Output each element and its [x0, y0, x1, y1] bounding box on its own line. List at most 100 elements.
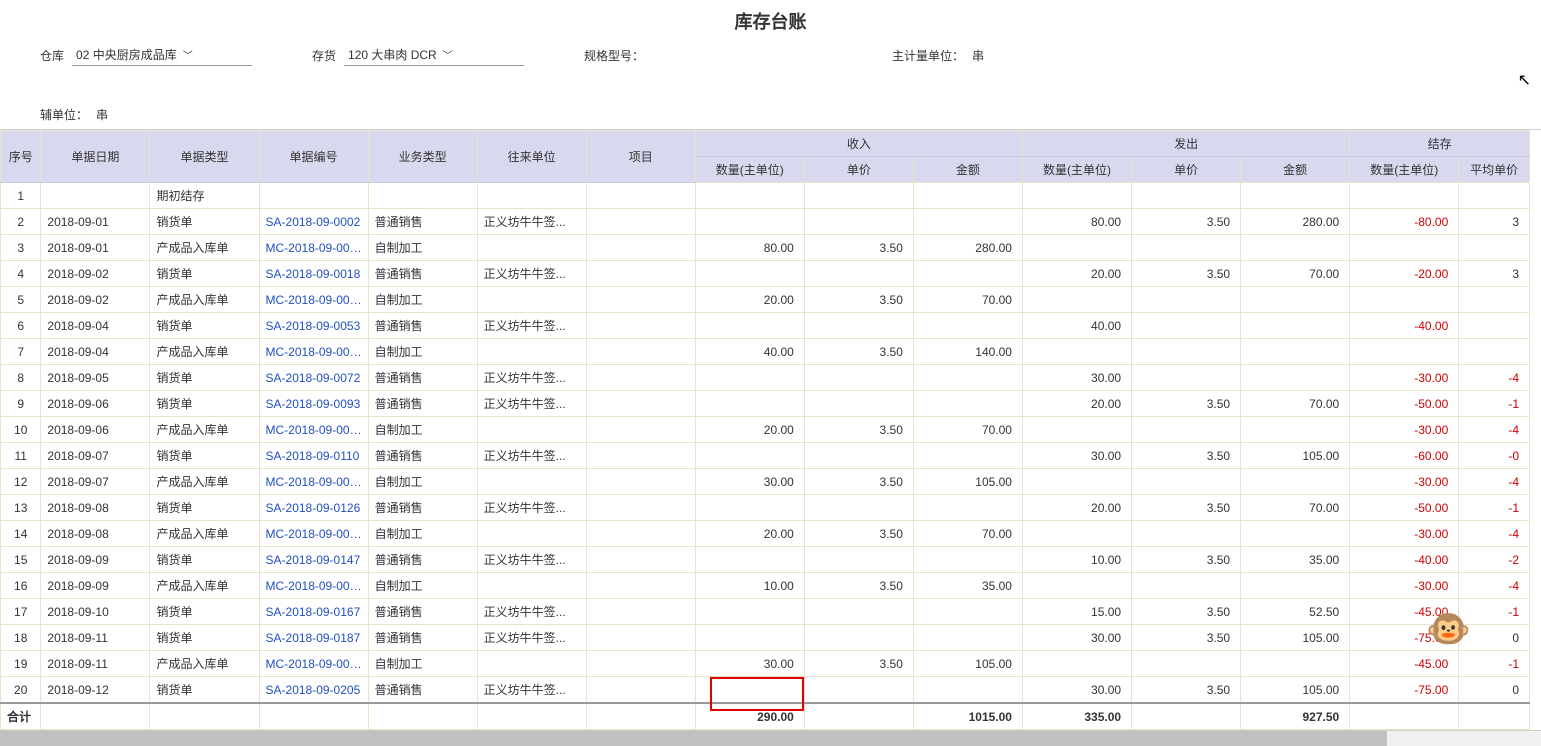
cell-seq: 4	[1, 261, 41, 287]
cell-bal-qty	[1350, 235, 1459, 261]
col-balance-qty[interactable]: 数量(主单位)	[1350, 157, 1459, 183]
stock-select[interactable]: 120 大串肉 DCR﹀	[344, 44, 524, 66]
table-row[interactable]: 62018-09-04销货单SA-2018-09-0053普通销售正义坊牛牛签.…	[1, 313, 1530, 339]
cell-date: 2018-09-11	[41, 651, 150, 677]
cell-project	[586, 261, 695, 287]
col-outgo[interactable]: 发出	[1022, 131, 1349, 157]
cell-docno[interactable]: SA-2018-09-0110	[259, 443, 368, 469]
col-outgo-qty[interactable]: 数量(主单位)	[1022, 157, 1131, 183]
table-row[interactable]: 132018-09-08销货单SA-2018-09-0126普通销售正义坊牛牛签…	[1, 495, 1530, 521]
cell-doctype: 销货单	[150, 391, 259, 417]
col-income-amt[interactable]: 金额	[913, 157, 1022, 183]
col-income-qty[interactable]: 数量(主单位)	[695, 157, 804, 183]
cell-date: 2018-09-02	[41, 261, 150, 287]
cell-docno[interactable]: SA-2018-09-0093	[259, 391, 368, 417]
cell-out-price	[1132, 287, 1241, 313]
cell-biztype: 普通销售	[368, 599, 477, 625]
total-row: 合计290.001015.00335.00927.50	[1, 703, 1530, 730]
col-income[interactable]: 收入	[695, 131, 1022, 157]
col-doctype[interactable]: 单据类型	[150, 131, 259, 183]
table-row[interactable]: 182018-09-11销货单SA-2018-09-0187普通销售正义坊牛牛签…	[1, 625, 1530, 651]
table-row[interactable]: 22018-09-01销货单SA-2018-09-0002普通销售正义坊牛牛签.…	[1, 209, 1530, 235]
col-balance-avg[interactable]: 平均单价	[1459, 157, 1530, 183]
cell-docno[interactable]: MC-2018-09-0003	[259, 235, 368, 261]
col-income-price[interactable]: 单价	[804, 157, 913, 183]
cell-bal-qty: -30.00	[1350, 469, 1459, 495]
aux-unit-value: 串	[96, 106, 108, 123]
table-row[interactable]: 32018-09-01产成品入库单MC-2018-09-0003自制加工80.0…	[1, 235, 1530, 261]
cell-partner: 正义坊牛牛签...	[477, 547, 586, 573]
filter-warehouse: 仓库 02 中央厨房成品库﹀	[40, 44, 252, 66]
table-row[interactable]: 122018-09-07产成品入库单MC-2018-09-0044自制加工30.…	[1, 469, 1530, 495]
cell-in-qty	[695, 261, 804, 287]
table-row[interactable]: 162018-09-09产成品入库单MC-2018-09-0061自制加工10.…	[1, 573, 1530, 599]
cell-in-amt: 70.00	[913, 287, 1022, 313]
filter-main-unit: 主计量单位： 串	[892, 44, 984, 66]
cell-docno[interactable]: SA-2018-09-0167	[259, 599, 368, 625]
table-row[interactable]: 82018-09-05销货单SA-2018-09-0072普通销售正义坊牛牛签.…	[1, 365, 1530, 391]
cell-out-price: 3.50	[1132, 261, 1241, 287]
cell-seq: 5	[1, 287, 41, 313]
table-row[interactable]: 202018-09-12销货单SA-2018-09-0205普通销售正义坊牛牛签…	[1, 677, 1530, 704]
col-balance[interactable]: 结存	[1350, 131, 1530, 157]
cell-biztype: 自制加工	[368, 651, 477, 677]
chevron-down-icon[interactable]: ﹀	[443, 51, 453, 62]
filter-aux-unit: 辅单位： 串	[40, 106, 108, 123]
cell-in-qty	[695, 209, 804, 235]
col-seq[interactable]: 序号	[1, 131, 41, 183]
cell-date: 2018-09-12	[41, 677, 150, 704]
table-row[interactable]: 72018-09-04产成品入库单MC-2018-09-0024自制加工40.0…	[1, 339, 1530, 365]
cell-docno[interactable]: SA-2018-09-0072	[259, 365, 368, 391]
warehouse-select[interactable]: 02 中央厨房成品库﹀	[72, 44, 252, 66]
cell-docno[interactable]: SA-2018-09-0187	[259, 625, 368, 651]
table-row[interactable]: 142018-09-08产成品入库单MC-2018-09-0052自制加工20.…	[1, 521, 1530, 547]
total-in-amt: 1015.00	[913, 703, 1022, 730]
cell-docno[interactable]: SA-2018-09-0002	[259, 209, 368, 235]
cell-docno[interactable]: MC-2018-09-0061	[259, 573, 368, 599]
cell-docno[interactable]: SA-2018-09-0053	[259, 313, 368, 339]
table-row[interactable]: 152018-09-09销货单SA-2018-09-0147普通销售正义坊牛牛签…	[1, 547, 1530, 573]
cell-docno[interactable]: MC-2018-09-0044	[259, 469, 368, 495]
col-outgo-amt[interactable]: 金额	[1241, 157, 1350, 183]
cell-out-amt: 105.00	[1241, 443, 1350, 469]
col-date[interactable]: 单据日期	[41, 131, 150, 183]
cell-seq: 3	[1, 235, 41, 261]
table-row[interactable]: 172018-09-10销货单SA-2018-09-0167普通销售正义坊牛牛签…	[1, 599, 1530, 625]
cell-docno[interactable]: MC-2018-09-0052	[259, 521, 368, 547]
table-row[interactable]: 92018-09-06销货单SA-2018-09-0093普通销售正义坊牛牛签.…	[1, 391, 1530, 417]
cell-docno[interactable]: SA-2018-09-0147	[259, 547, 368, 573]
cell-project	[586, 287, 695, 313]
cell-docno[interactable]: MC-2018-09-0077	[259, 651, 368, 677]
table-row[interactable]: 112018-09-07销货单SA-2018-09-0110普通销售正义坊牛牛签…	[1, 443, 1530, 469]
cell-docno[interactable]: MC-2018-09-0008	[259, 287, 368, 313]
cell-date: 2018-09-05	[41, 365, 150, 391]
cell-docno[interactable]: MC-2018-09-0039	[259, 417, 368, 443]
cell-project	[586, 339, 695, 365]
cell-docno[interactable]: SA-2018-09-0018	[259, 261, 368, 287]
scrollbar-thumb[interactable]	[0, 731, 1387, 746]
cell-out-amt	[1241, 469, 1350, 495]
table-row[interactable]: 102018-09-06产成品入库单MC-2018-09-0039自制加工20.…	[1, 417, 1530, 443]
main-unit-label: 主计量单位：	[892, 47, 964, 64]
cell-project	[586, 547, 695, 573]
col-outgo-price[interactable]: 单价	[1132, 157, 1241, 183]
chevron-down-icon[interactable]: ﹀	[183, 51, 193, 62]
cell-docno[interactable]: SA-2018-09-0126	[259, 495, 368, 521]
table-row[interactable]: 1期初结存	[1, 183, 1530, 209]
cell-doctype: 销货单	[150, 365, 259, 391]
col-partner[interactable]: 往来单位	[477, 131, 586, 183]
cell-docno[interactable]: MC-2018-09-0024	[259, 339, 368, 365]
table-row[interactable]: 42018-09-02销货单SA-2018-09-0018普通销售正义坊牛牛签.…	[1, 261, 1530, 287]
col-project[interactable]: 项目	[586, 131, 695, 183]
col-biztype[interactable]: 业务类型	[368, 131, 477, 183]
table-row[interactable]: 52018-09-02产成品入库单MC-2018-09-0008自制加工20.0…	[1, 287, 1530, 313]
cell-docno[interactable]: SA-2018-09-0205	[259, 677, 368, 704]
cell-in-price	[804, 313, 913, 339]
cell-in-price	[804, 443, 913, 469]
horizontal-scrollbar[interactable]	[0, 730, 1541, 746]
cell-out-qty: 30.00	[1022, 443, 1131, 469]
col-docno[interactable]: 单据编号	[259, 131, 368, 183]
cell-date: 2018-09-11	[41, 625, 150, 651]
table-row[interactable]: 192018-09-11产成品入库单MC-2018-09-0077自制加工30.…	[1, 651, 1530, 677]
cell-bal-qty	[1350, 183, 1459, 209]
